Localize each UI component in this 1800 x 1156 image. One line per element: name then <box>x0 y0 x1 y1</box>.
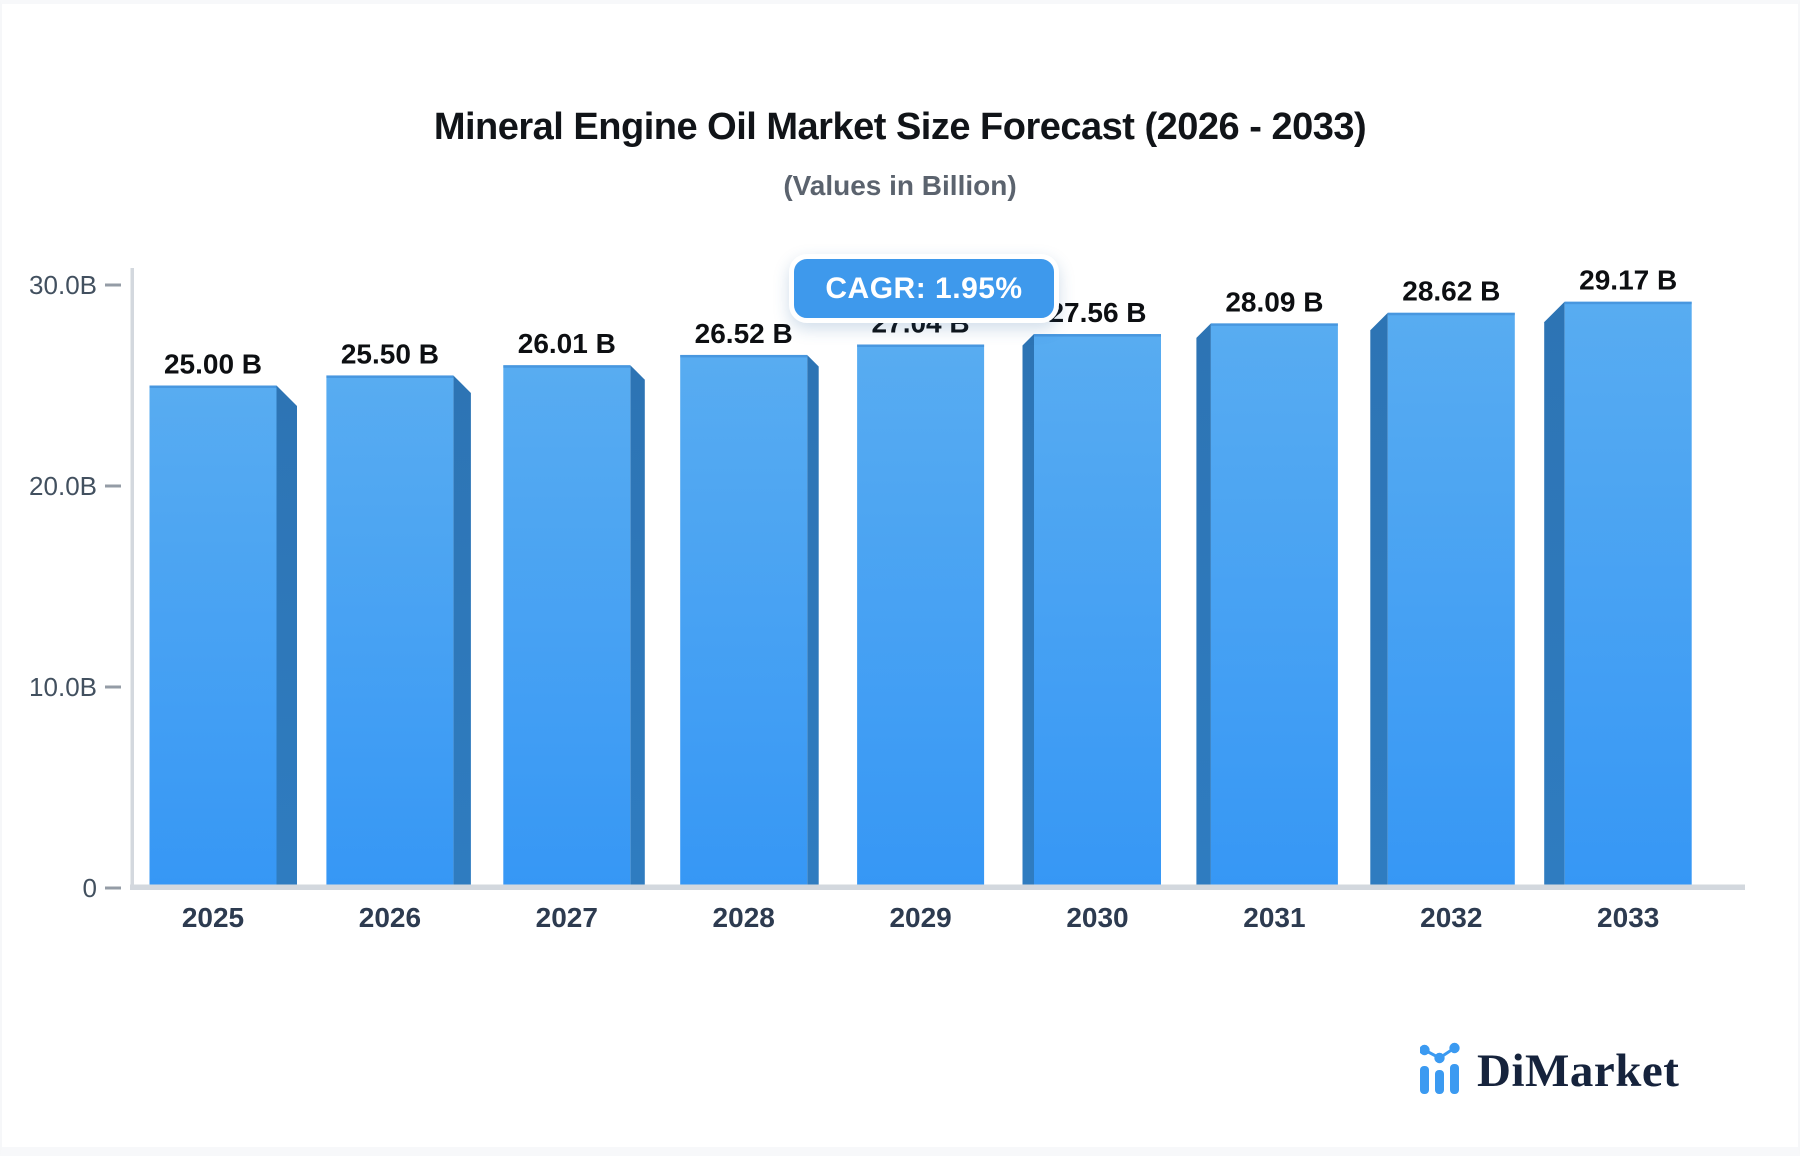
bar-value-label: 25.50 B <box>341 338 439 369</box>
y-tick-label: 20.0B <box>29 471 97 501</box>
y-tick-mark <box>105 886 121 890</box>
bar-top-edge-2030 <box>1034 334 1161 337</box>
bar-2026 <box>326 375 454 888</box>
bar-top-edge-2025 <box>149 385 277 388</box>
x-axis-label: 2025 <box>182 902 244 933</box>
bar-side-2027 <box>630 365 645 889</box>
bar-2032 <box>1387 312 1515 888</box>
bar-side-2033 <box>1544 301 1565 889</box>
bar-side-2025 <box>276 385 297 888</box>
dimarket-logo-icon <box>1420 1042 1460 1094</box>
y-tick-mark <box>105 484 121 488</box>
x-axis-label: 2027 <box>536 902 598 933</box>
bar-value-label: 29.17 B <box>1579 265 1677 296</box>
y-tick-mark <box>105 685 121 689</box>
x-axis-label: 2028 <box>713 902 775 933</box>
bar-2033 <box>1564 301 1692 889</box>
x-axis-label: 2033 <box>1597 902 1659 933</box>
y-tick-mark <box>105 283 121 287</box>
bar-2029 <box>857 344 985 889</box>
bar-value-label: 26.52 B <box>695 318 793 349</box>
chart-subtitle: (Values in Billion) <box>783 170 1017 201</box>
x-axis-label: 2029 <box>889 902 951 933</box>
bar-2030 <box>1034 334 1161 888</box>
bar-top-edge-2031 <box>1210 323 1338 326</box>
bar-top-edge-2028 <box>680 354 808 358</box>
bar-2027 <box>503 365 631 889</box>
brand-logo: DiMarket <box>1420 1040 1679 1096</box>
bar-side-2032 <box>1370 312 1388 888</box>
x-axis-label: 2031 <box>1243 902 1305 933</box>
y-tick-label: 0 <box>83 873 97 903</box>
x-axis-label: 2026 <box>359 902 421 933</box>
bar-top-edge-2029 <box>857 344 985 347</box>
brand-name: DiMarket <box>1477 1045 1680 1097</box>
bar-side-2026 <box>453 375 471 888</box>
bar-2028 <box>680 354 808 888</box>
bar-top-edge-2026 <box>326 375 454 378</box>
bar-value-label: 27.56 B <box>1048 297 1146 328</box>
bar-top-edge-2033 <box>1564 301 1692 305</box>
y-axis-line <box>130 268 134 888</box>
bar-side-2030 <box>1022 334 1034 888</box>
bar-side-2028 <box>807 354 819 888</box>
y-tick-label: 30.0B <box>29 270 97 300</box>
bar-top-edge-2027 <box>503 365 631 368</box>
cagr-badge: CAGR: 1.95% <box>789 254 1059 323</box>
x-axis-line <box>130 884 1745 890</box>
x-axis-label: 2030 <box>1066 902 1128 933</box>
bar-value-label: 25.00 B <box>164 349 262 380</box>
bar-value-label: 28.09 B <box>1225 286 1323 317</box>
bar-2025 <box>149 385 277 888</box>
y-tick-label: 10.0B <box>29 672 97 702</box>
x-axis-label: 2032 <box>1420 902 1482 933</box>
cagr-badge-label: CAGR: 1.95% <box>825 271 1023 305</box>
bar-value-label: 28.62 B <box>1402 276 1500 307</box>
chart-title: Mineral Engine Oil Market Size Forecast … <box>433 106 1367 148</box>
bar-value-label: 26.01 B <box>518 328 616 359</box>
plot-content: 0 10.0B 20.0B 30.0B 25.00 B 2025 25.50 B 2026 26… <box>29 265 1745 933</box>
bar-top-edge-2032 <box>1387 312 1515 316</box>
bar-2031 <box>1210 323 1338 888</box>
bar-side-2031 <box>1196 323 1211 888</box>
